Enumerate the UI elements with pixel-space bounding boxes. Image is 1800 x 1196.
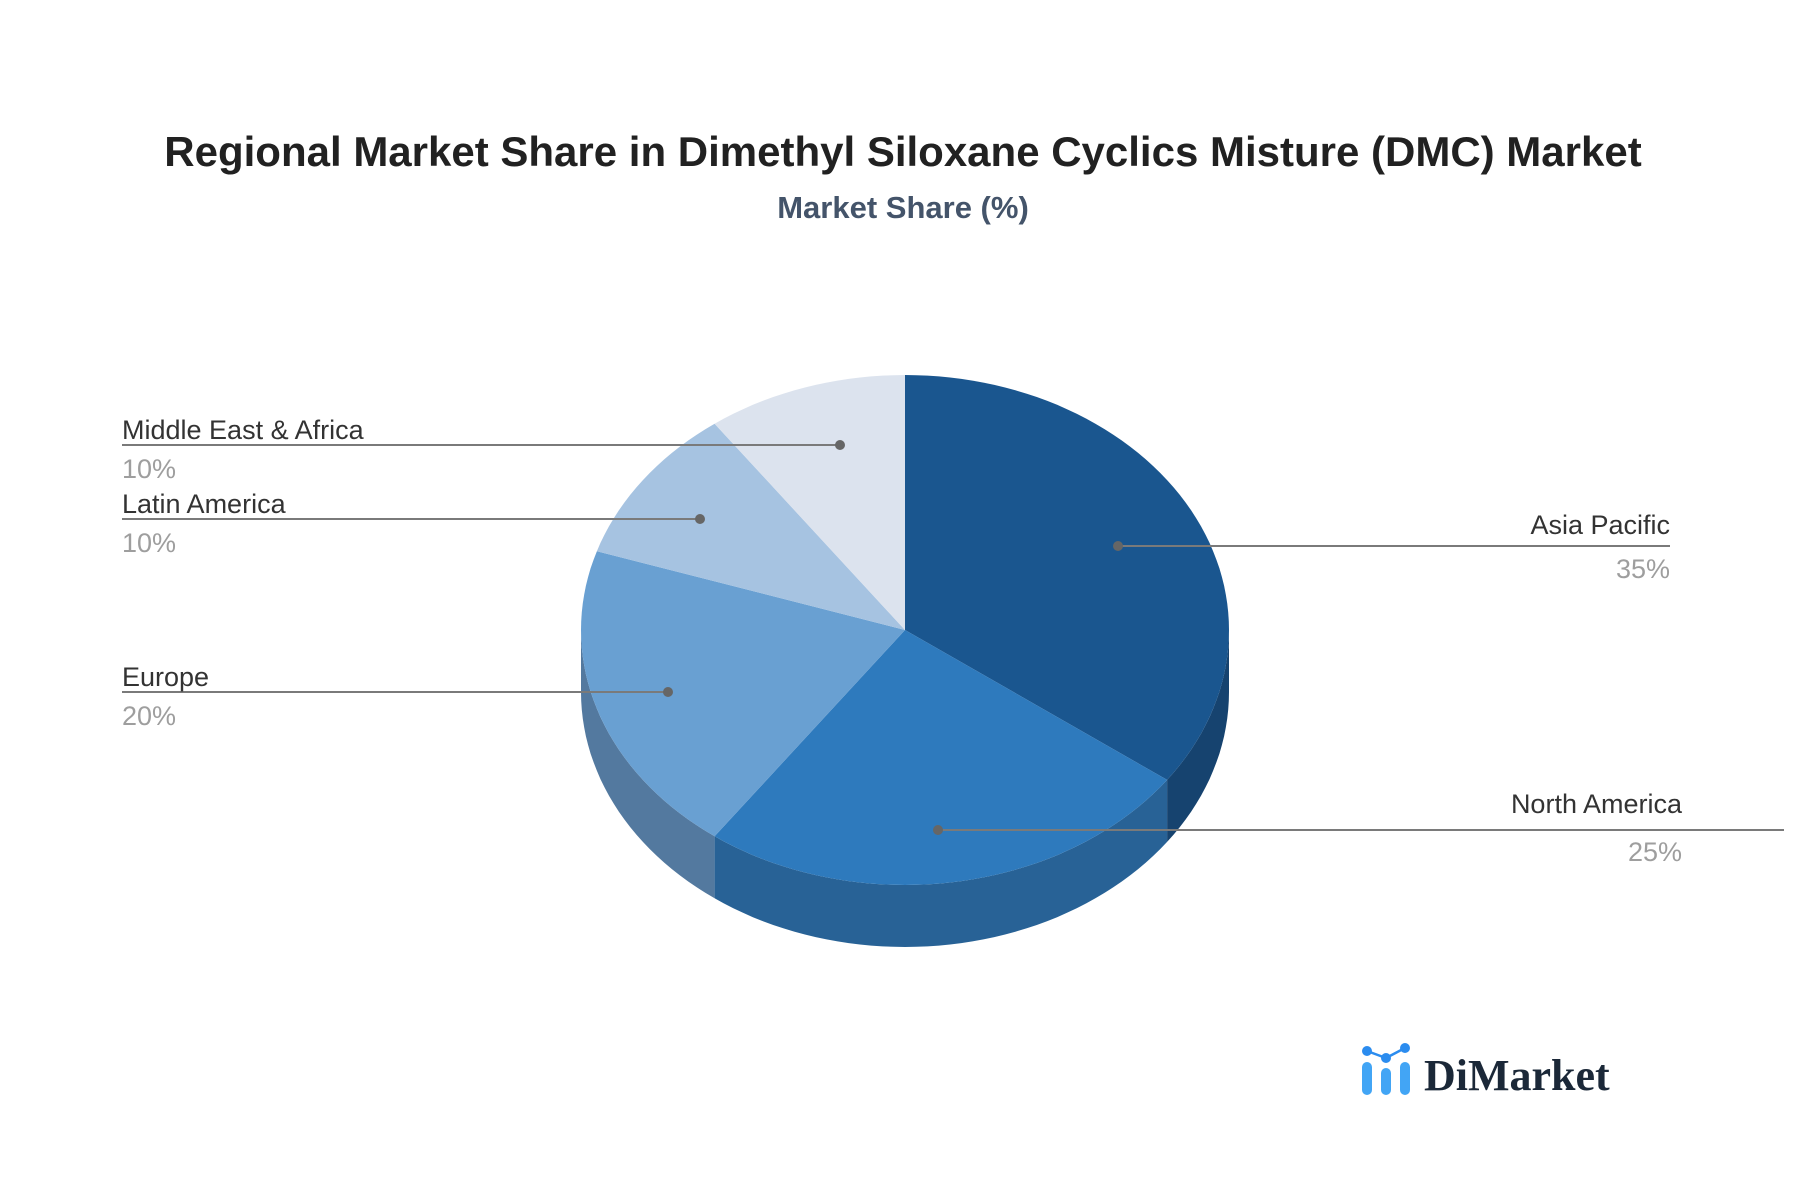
leader-dot-middle-east-africa	[835, 440, 845, 450]
brand-logo-text: DiMarket	[1424, 1051, 1610, 1100]
callout-value-europe: 20%	[122, 701, 177, 731]
pie-slice-middle-east-africa	[714, 375, 905, 630]
pie-slice-north-america	[714, 630, 1168, 885]
pie-slice-latin-america	[596, 423, 905, 630]
callout-label-europe: Europe	[122, 662, 210, 692]
callout-value-north-america: 25%	[1627, 837, 1682, 867]
bar-line-chart-icon	[1362, 1043, 1410, 1095]
callout-label-latin-america: Latin America	[122, 489, 286, 519]
leader-dot-europe	[663, 687, 673, 697]
leader-dot-asia-pacific	[1113, 541, 1123, 551]
callout-value-asia-pacific: 35%	[1615, 554, 1670, 584]
pie-slice-side-asia-pacific	[1167, 630, 1229, 842]
callout-value-latin-america: 10%	[122, 528, 177, 558]
leader-dot-north-america	[933, 825, 943, 835]
pie-slice-side-europe	[581, 630, 715, 899]
pie-slice-side-north-america	[714, 779, 1168, 947]
chart-title: Regional Market Share in Dimethyl Siloxa…	[164, 128, 1642, 175]
chart-subtitle: Market Share (%)	[777, 190, 1029, 225]
callout-label-asia-pacific: Asia Pacific	[1530, 510, 1670, 540]
pie-slice-europe	[581, 551, 905, 837]
pie-slice-asia-pacific	[905, 375, 1229, 780]
callout-label-middle-east-africa: Middle East & Africa	[122, 415, 364, 445]
leader-dot-latin-america	[695, 514, 705, 524]
callout-label-north-america: North America	[1510, 789, 1682, 819]
callout-value-middle-east-africa: 10%	[122, 454, 177, 484]
